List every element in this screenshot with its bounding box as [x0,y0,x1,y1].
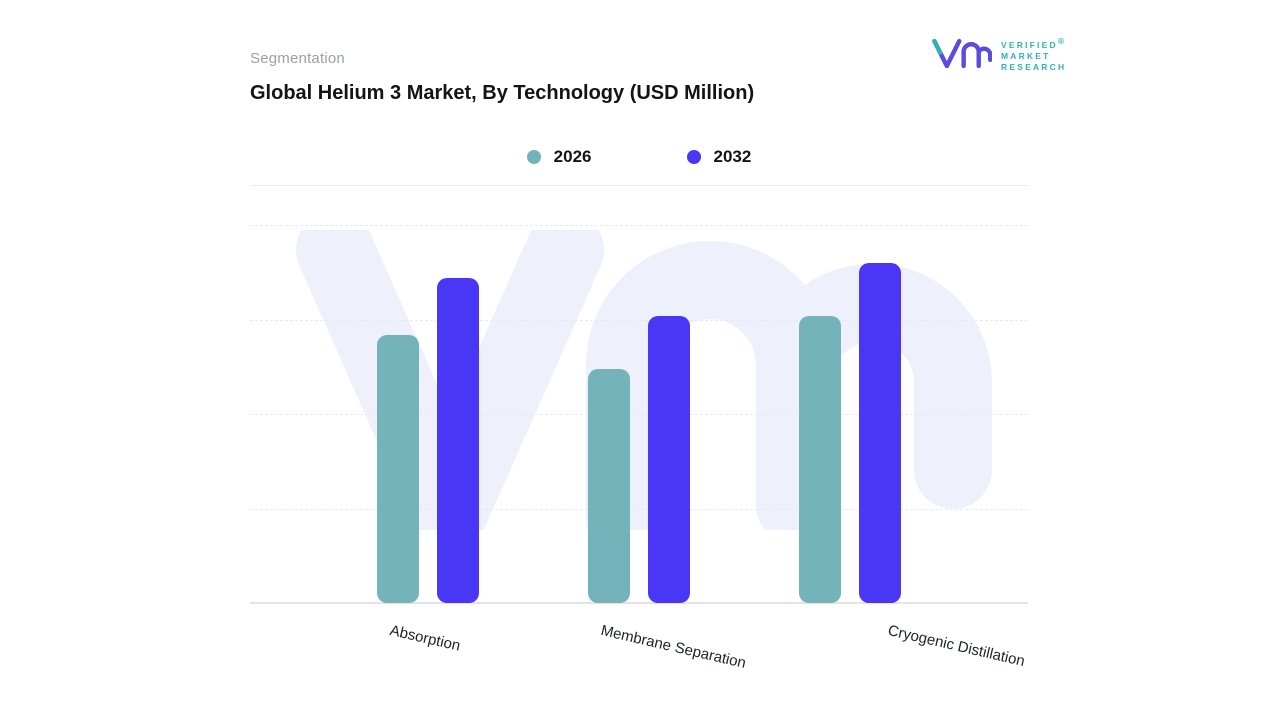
logo-line-3: RESEARCH [1001,61,1067,72]
gridline [250,225,1028,226]
category-labels-row: Absorption Membrane Separation Cryogenic D… [250,622,1172,672]
legend-label-2026: 2026 [553,147,592,166]
registered-mark: ® [1057,36,1067,46]
category-label-absorption: Absorption [387,622,462,655]
category-label-membrane-separation: Membrane Separation [598,622,748,672]
chart-legend: 2026 2032 [250,147,1028,167]
vmr-logo-text: VERIFIED® MARKET RESEARCH [1001,36,1066,73]
logo-line-1: VERIFIED [1001,39,1058,50]
bar-2032-absorption [436,278,479,603]
legend-item-2026[interactable]: 2026 [526,147,592,167]
bar-2026-cryogenic-distillation [799,316,842,603]
bar-2032-cryogenic-distillation [859,263,902,603]
bar-2032-membrane-separation [647,316,690,603]
chart-title: Global Helium 3 Market, By Technology (U… [250,82,755,104]
legend-swatch-2032 [686,150,701,164]
legend-label-2032: 2032 [713,147,752,166]
header-divider [250,185,1028,186]
plot-area [250,225,1028,604]
logo-line-2: MARKET [1001,50,1051,61]
bar-2026-membrane-separation [587,369,630,603]
legend-item-2032[interactable]: 2032 [686,147,752,167]
category-label-cryogenic-distillation: Cryogenic Distillation [886,622,1027,671]
vmr-logo-mark [932,39,992,69]
bar-group-membrane-separation [587,316,690,603]
x-axis-baseline [250,602,1028,604]
bar-2026-absorption [376,335,419,603]
bars-row [250,225,1028,603]
vmr-logo: VERIFIED® MARKET RESEARCH [930,36,1066,73]
legend-swatch-2026 [526,150,541,164]
bar-group-cryogenic-distillation [799,263,902,603]
segmentation-label: Segmentation [250,50,345,67]
bar-group-absorption [376,278,479,603]
